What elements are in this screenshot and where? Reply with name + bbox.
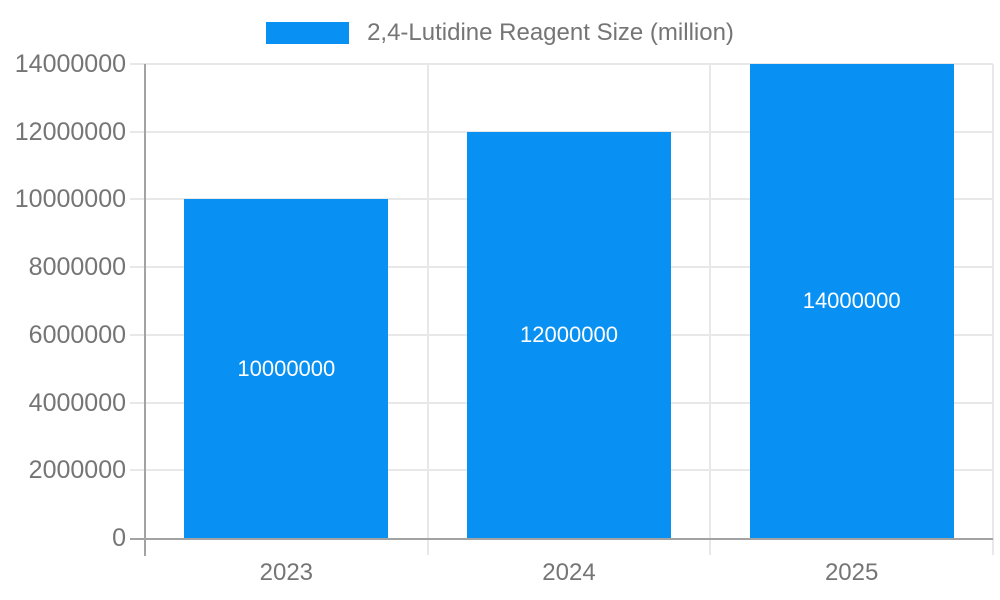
bar-value-label: 10000000 [237,355,336,381]
bar[interactable] [184,199,389,538]
y-axis-tick-label: 12000000 [14,117,126,146]
bar-value-label: 14000000 [802,288,901,313]
x-axis-tick-label: 2025 [824,559,879,586]
y-axis-tick-label: 4000000 [28,388,126,417]
y-axis-tick-label: 2000000 [28,456,126,485]
y-axis-tick-label: 6000000 [28,320,126,349]
bar[interactable] [467,131,671,538]
bar-value-label: 12000000 [520,321,618,347]
gridline-vertical [709,64,712,555]
y-axis-line [144,64,146,556]
bar[interactable] [749,64,954,538]
legend-label: 2,4-Lutidine Reagent Size (million) [367,19,734,46]
y-axis-tick-label: 0 [112,524,126,552]
gridline-horizontal [130,63,993,65]
x-axis-tick-label: 2023 [259,559,314,586]
y-axis-tick-label: 10000000 [14,185,126,214]
gridline-vertical [992,64,994,555]
y-axis-tick-label: 8000000 [28,253,126,282]
legend[interactable]: 2,4-Lutidine Reagent Size (million) [0,16,1000,50]
gridline-vertical [426,64,429,555]
x-axis-tick-label: 2024 [542,559,596,586]
legend-swatch-icon [266,22,350,44]
x-axis-line [130,538,993,540]
y-axis-tick-label: 14000000 [14,50,126,78]
